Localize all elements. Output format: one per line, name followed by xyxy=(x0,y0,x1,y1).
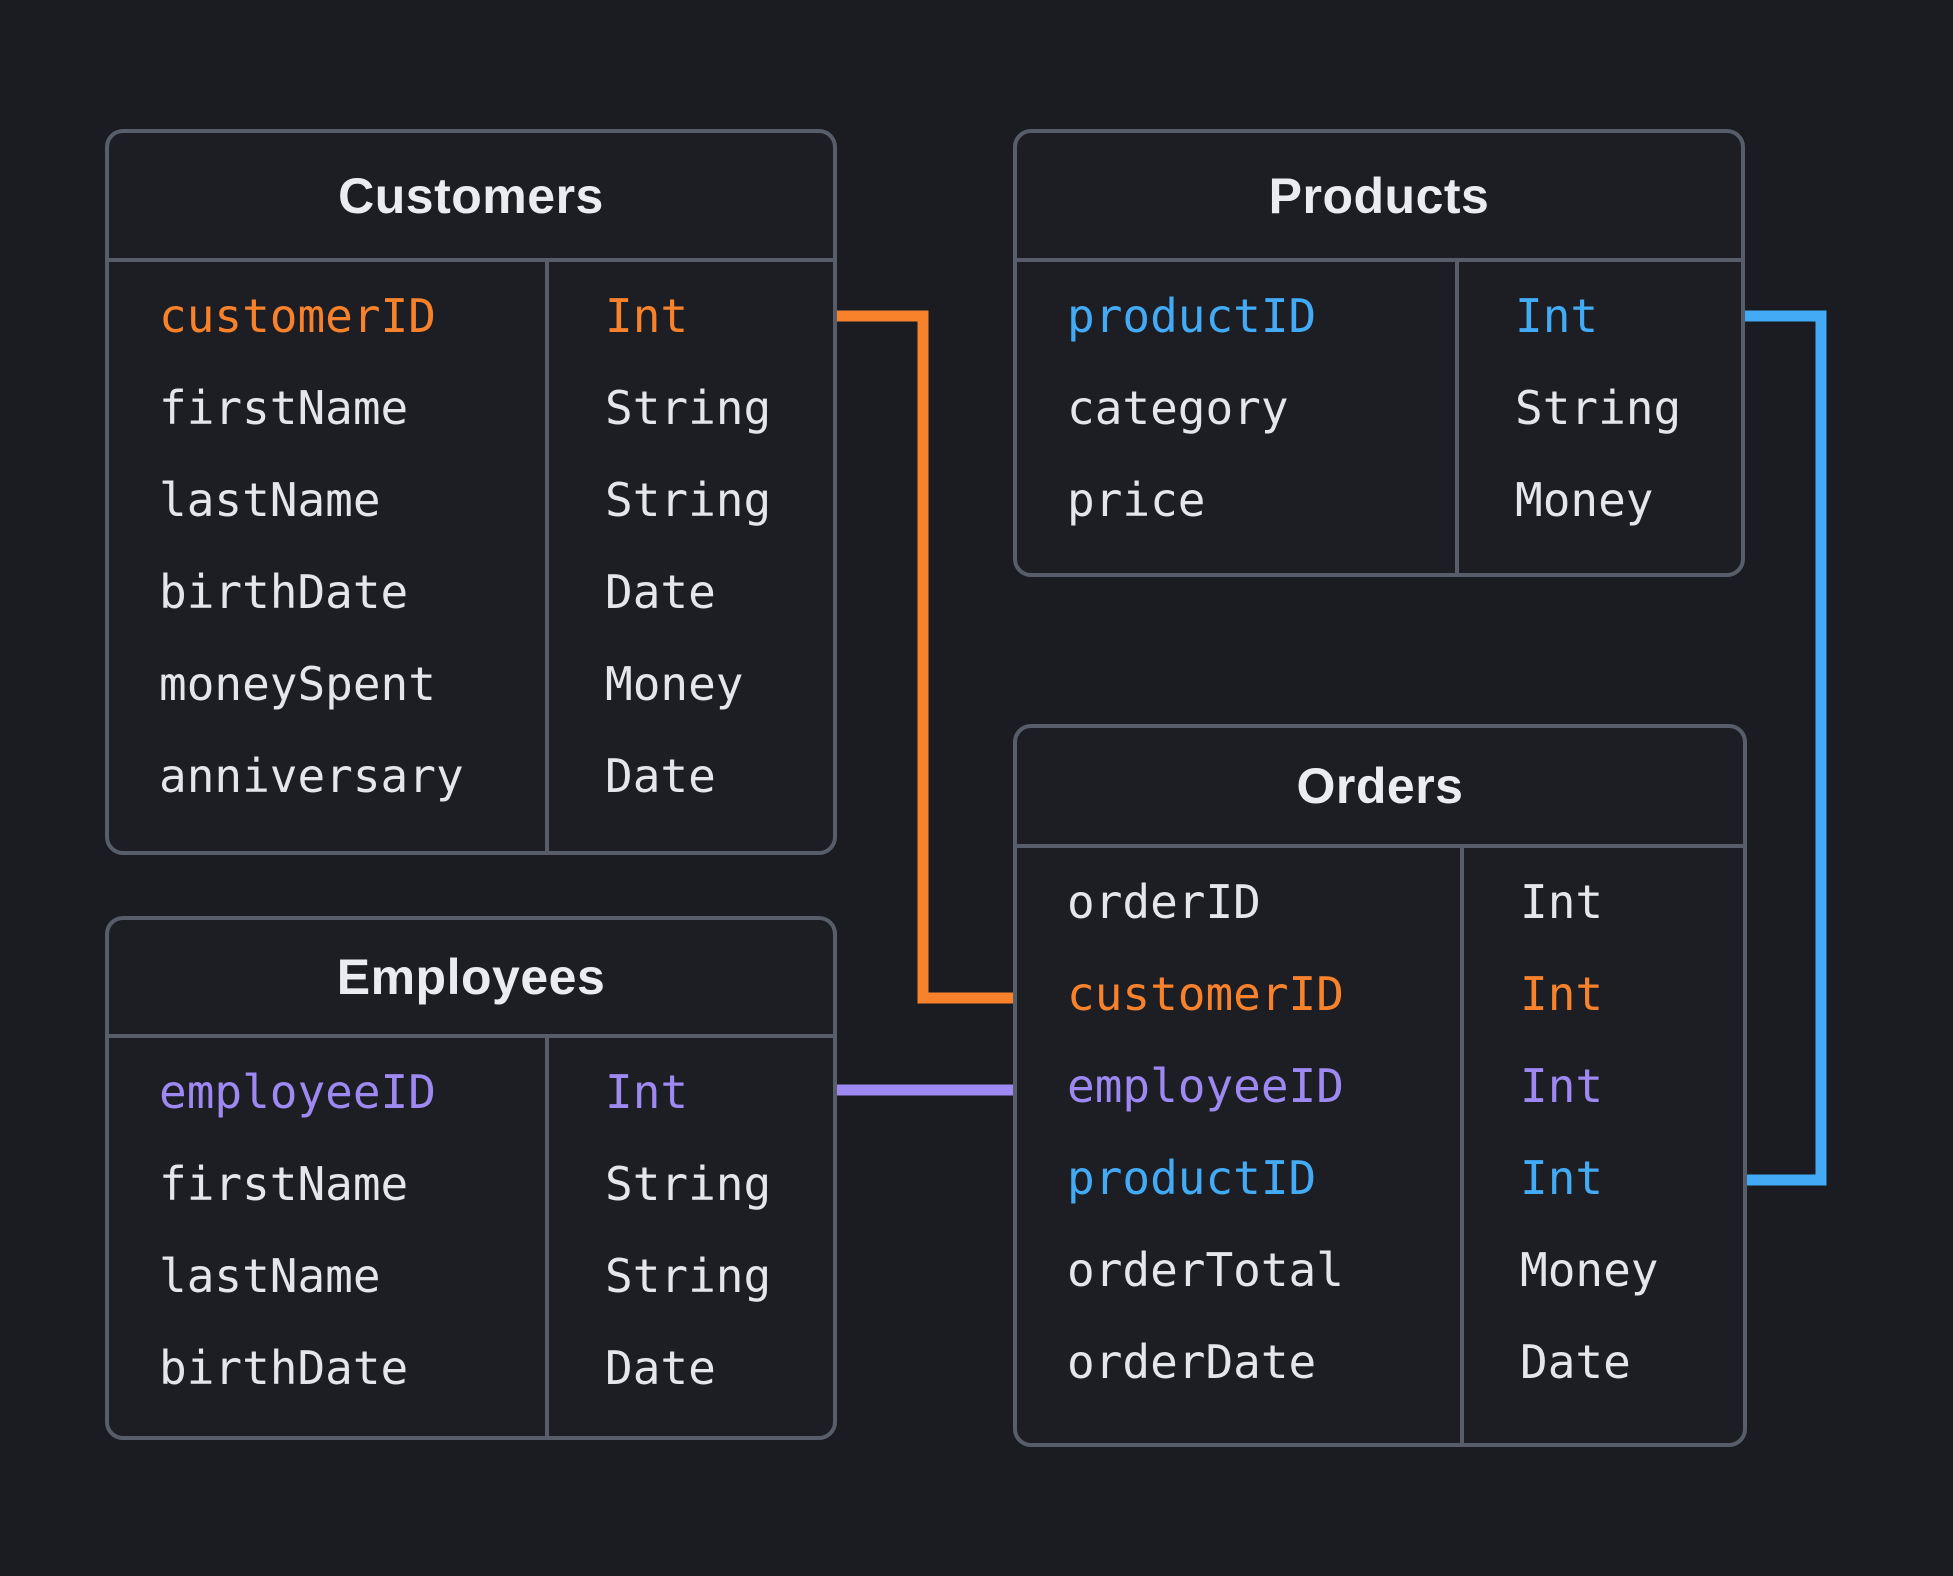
column-field-types: Int String Money xyxy=(1455,262,1741,573)
field-name: orderID xyxy=(1067,875,1261,929)
field-name: firstName xyxy=(159,1157,409,1211)
column-field-names: customerID firstName lastName birthDate … xyxy=(109,262,545,851)
column-field-names: productID category price xyxy=(1017,262,1455,573)
field-name: moneySpent xyxy=(159,657,436,711)
field-type: String xyxy=(605,1249,772,1303)
table-customers-body: customerID firstName lastName birthDate … xyxy=(109,262,833,851)
field-name: anniversary xyxy=(159,749,464,803)
table-orders-title: Orders xyxy=(1296,758,1464,814)
relationship-products-orders-line xyxy=(1742,310,1827,1186)
field-type: Int xyxy=(1520,1059,1604,1113)
field-type: Money xyxy=(1520,1243,1659,1297)
field-name: firstName xyxy=(159,381,409,435)
table-orders: Orders orderID customerID employeeID pro… xyxy=(1013,724,1747,1447)
table-employees-body: employeeID firstName lastName birthDate … xyxy=(109,1038,833,1436)
field-name: productID xyxy=(1067,1151,1317,1205)
column-field-types: Int Int Int Int Money Date xyxy=(1460,848,1743,1443)
field-type: Int xyxy=(605,1065,689,1119)
column-field-types: Int String String Date Money Date xyxy=(545,262,833,851)
field-type: Date xyxy=(605,565,716,619)
field-name: productID xyxy=(1067,289,1317,343)
field-type: Int xyxy=(1520,875,1604,929)
field-name: lastName xyxy=(159,473,381,527)
field-name: employeeID xyxy=(159,1065,436,1119)
field-type: Money xyxy=(605,657,744,711)
field-name: lastName xyxy=(159,1249,381,1303)
column-field-names: orderID customerID employeeID productID … xyxy=(1017,848,1460,1443)
field-name: orderDate xyxy=(1067,1335,1317,1389)
relationship-customers-orders-line xyxy=(833,310,1016,1004)
table-products-header: Products xyxy=(1017,133,1741,262)
field-type: String xyxy=(605,473,772,527)
field-type: String xyxy=(1515,381,1682,435)
table-employees: Employees employeeID firstName lastName … xyxy=(105,916,837,1440)
field-type: Date xyxy=(605,1341,716,1395)
field-type: String xyxy=(605,1157,772,1211)
field-name: price xyxy=(1067,473,1206,527)
column-field-types: Int String String Date xyxy=(545,1038,833,1436)
table-orders-header: Orders xyxy=(1017,728,1743,848)
field-type: String xyxy=(605,381,772,435)
column-field-names: employeeID firstName lastName birthDate xyxy=(109,1038,545,1436)
field-type: Date xyxy=(1520,1335,1631,1389)
field-name: category xyxy=(1067,381,1289,435)
field-name: customerID xyxy=(1067,967,1344,1021)
field-type: Int xyxy=(1520,1151,1604,1205)
table-employees-title: Employees xyxy=(336,949,606,1005)
field-type: Int xyxy=(605,289,689,343)
field-name: birthDate xyxy=(159,1341,409,1395)
table-products: Products productID category price Int St… xyxy=(1013,129,1745,577)
field-type: Int xyxy=(1515,289,1599,343)
field-name: customerID xyxy=(159,289,436,343)
table-products-title: Products xyxy=(1268,167,1490,224)
field-type: Money xyxy=(1515,473,1654,527)
field-name: orderTotal xyxy=(1067,1243,1344,1297)
field-name: birthDate xyxy=(159,565,409,619)
table-employees-header: Employees xyxy=(109,920,833,1038)
table-customers-title: Customers xyxy=(338,167,604,224)
field-type: Int xyxy=(1520,967,1604,1021)
field-name: employeeID xyxy=(1067,1059,1344,1113)
table-orders-body: orderID customerID employeeID productID … xyxy=(1017,848,1743,1443)
table-customers-header: Customers xyxy=(109,133,833,262)
field-type: Date xyxy=(605,749,716,803)
table-customers: Customers customerID firstName lastName … xyxy=(105,129,837,855)
table-products-body: productID category price Int String Mone… xyxy=(1017,262,1741,573)
